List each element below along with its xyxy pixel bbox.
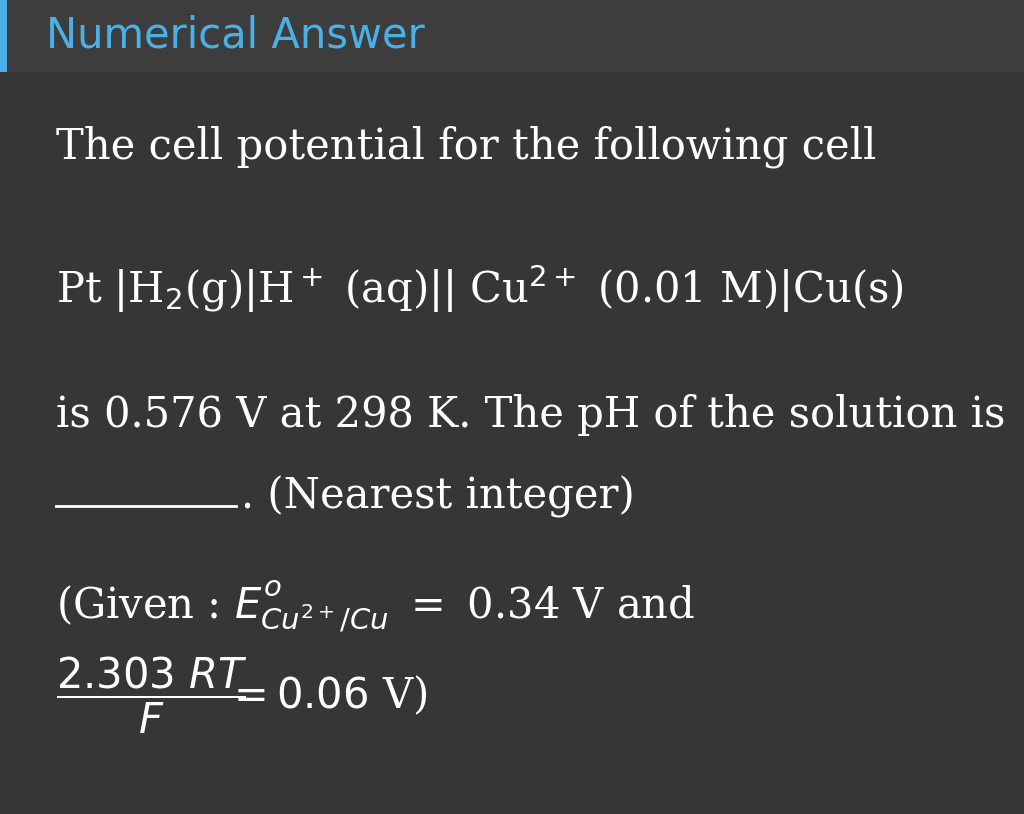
Text: $\dfrac{2.303\ RT}{F}$: $\dfrac{2.303\ RT}{F}$ <box>56 655 248 737</box>
Bar <box>0 0 1024 72</box>
Text: Pt $|$H$_2$(g)$|$H$^+$ (aq)$|$$|$ Cu$^{2+}$ (0.01 M)$|$Cu(s): Pt $|$H$_2$(g)$|$H$^+$ (aq)$|$$|$ Cu$^{2… <box>56 263 904 315</box>
Text: is 0.576 V at 298 K. The pH of the solution is: is 0.576 V at 298 K. The pH of the solut… <box>56 394 1006 436</box>
Text: Numerical Answer: Numerical Answer <box>46 15 425 57</box>
Bar <box>0 0 7 72</box>
Text: The cell potential for the following cell: The cell potential for the following cel… <box>56 125 877 168</box>
Text: . (Nearest integer): . (Nearest integer) <box>241 475 635 518</box>
Text: (Given : $E^{o}_{Cu^{2+}/Cu}$ $=$ 0.34 V and: (Given : $E^{o}_{Cu^{2+}/Cu}$ $=$ 0.34 V… <box>56 579 695 634</box>
Text: $= 0.06$ V): $= 0.06$ V) <box>225 674 427 718</box>
